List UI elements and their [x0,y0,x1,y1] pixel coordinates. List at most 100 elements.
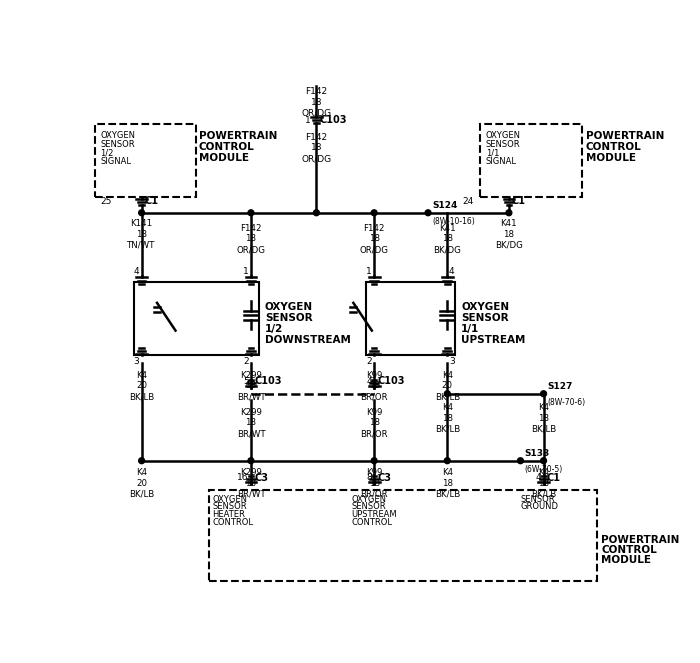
Circle shape [517,457,524,463]
Text: K4
20
BK/LB: K4 20 BK/LB [129,469,154,499]
Bar [480,124,582,198]
Circle shape [139,210,144,215]
Text: POWERTRAIN: POWERTRAIN [199,131,277,141]
Text: GROUND: GROUND [521,503,559,511]
Text: (8W-10-16): (8W-10-16) [432,217,475,225]
Circle shape [506,210,512,215]
Circle shape [139,457,144,463]
Text: POWERTRAIN: POWERTRAIN [586,131,664,141]
Text: K299
18
BR/WT: K299 18 BR/WT [237,371,265,401]
Text: 2: 2 [366,357,372,366]
Text: 4: 4 [366,377,372,386]
Text: UPSTREAM: UPSTREAM [351,510,397,519]
Text: K41
18
BK/DG: K41 18 BK/DG [433,223,461,254]
Text: SENSOR: SENSOR [486,140,520,149]
Text: 5: 5 [243,377,248,386]
Bar [209,490,598,581]
Text: K299
18
BR/WT: K299 18 BR/WT [237,408,265,438]
Text: S133: S133 [524,449,550,457]
Text: OXYGEN: OXYGEN [461,302,510,312]
Text: C1: C1 [145,196,159,206]
Circle shape [371,210,377,215]
Text: MODULE: MODULE [199,152,248,162]
Text: SENSOR: SENSOR [265,313,312,324]
Text: F142
18
OR/DG: F142 18 OR/DG [301,88,332,118]
Text: POWERTRAIN: POWERTRAIN [601,535,680,545]
Text: 3: 3 [134,357,139,366]
Text: SIGNAL: SIGNAL [100,157,131,166]
Text: K99
18
BR/OR: K99 18 BR/OR [360,371,388,401]
Text: C103: C103 [254,377,281,387]
Circle shape [540,391,547,396]
Text: K99
18
BR/OR: K99 18 BR/OR [360,469,388,499]
Text: F142
18
OR/DG: F142 18 OR/DG [360,223,389,254]
Text: K4
18
BK/LB: K4 18 BK/LB [435,403,460,434]
Text: 4: 4 [536,473,541,482]
Text: 1/1: 1/1 [461,324,480,334]
Circle shape [314,210,319,215]
Text: K141
18
TN/WT: K141 18 TN/WT [127,219,156,249]
Text: CONTROL: CONTROL [199,142,254,152]
Text: SIGNAL: SIGNAL [486,157,517,166]
Text: OXYGEN: OXYGEN [100,131,135,140]
Text: UPSTREAM: UPSTREAM [461,335,526,345]
Text: S124: S124 [432,201,457,210]
Text: F142
18
OR/DG: F142 18 OR/DG [301,133,332,163]
Text: CONTROL: CONTROL [213,518,253,526]
Bar [134,282,258,355]
Text: C103: C103 [377,377,405,387]
Text: C1: C1 [547,473,561,483]
Text: C3: C3 [254,473,268,483]
Text: C3: C3 [377,473,391,483]
Text: SENSOR: SENSOR [100,140,134,149]
Text: (6W-70-5): (6W-70-5) [524,465,563,473]
Text: OXYGEN: OXYGEN [351,495,386,504]
Circle shape [248,457,254,463]
Text: K4
18
BK/LB: K4 18 BK/LB [531,403,556,434]
Text: OXYGEN: OXYGEN [213,495,248,504]
Text: 1: 1 [243,267,248,276]
Text: 4: 4 [134,267,139,276]
Circle shape [444,391,450,396]
Text: HEATER: HEATER [213,510,245,519]
Text: 25: 25 [100,198,111,206]
Text: F142
18
OR/DG: F142 18 OR/DG [237,223,265,254]
Text: 16: 16 [237,473,248,482]
Text: MODULE: MODULE [601,555,651,565]
Bar [367,282,455,355]
Text: 2: 2 [243,357,248,366]
Text: C1: C1 [512,196,526,206]
Text: SENSOR: SENSOR [461,313,509,324]
Text: 1/1: 1/1 [486,148,499,157]
Text: K41
18
BK/DG: K41 18 BK/DG [495,219,523,249]
Circle shape [248,210,254,215]
Text: 8: 8 [366,473,372,482]
Text: SENSOR: SENSOR [351,503,386,511]
Circle shape [425,210,431,215]
Text: CONTROL: CONTROL [351,518,392,526]
Text: DOWNSTREAM: DOWNSTREAM [265,335,351,345]
Text: SENSOR: SENSOR [213,503,247,511]
Text: K99
18
BR/OR: K99 18 BR/OR [360,408,388,438]
Text: K4
18
BK/LB: K4 18 BK/LB [435,469,460,499]
Text: 1: 1 [366,267,372,276]
Text: OXYGEN: OXYGEN [486,131,521,140]
Circle shape [444,457,450,463]
Text: K4
20
BK/LB: K4 20 BK/LB [129,371,154,401]
Bar [95,124,195,198]
Text: CONTROL: CONTROL [586,142,642,152]
Text: 3: 3 [449,357,454,366]
Text: K4
20
BK/LB: K4 20 BK/LB [435,371,460,401]
Text: K4
18
BK/LB: K4 18 BK/LB [531,469,556,499]
Text: 1/2: 1/2 [100,148,113,157]
Text: MODULE: MODULE [586,152,636,162]
Text: SENSOR: SENSOR [521,495,555,504]
Circle shape [371,457,377,463]
Text: 1/2: 1/2 [265,324,283,334]
Text: K299
18
BR/WT: K299 18 BR/WT [237,469,265,499]
Text: 1: 1 [304,116,310,125]
Text: OXYGEN: OXYGEN [265,302,313,312]
Text: C103: C103 [319,115,347,125]
Circle shape [540,457,547,463]
Text: CONTROL: CONTROL [601,545,657,555]
